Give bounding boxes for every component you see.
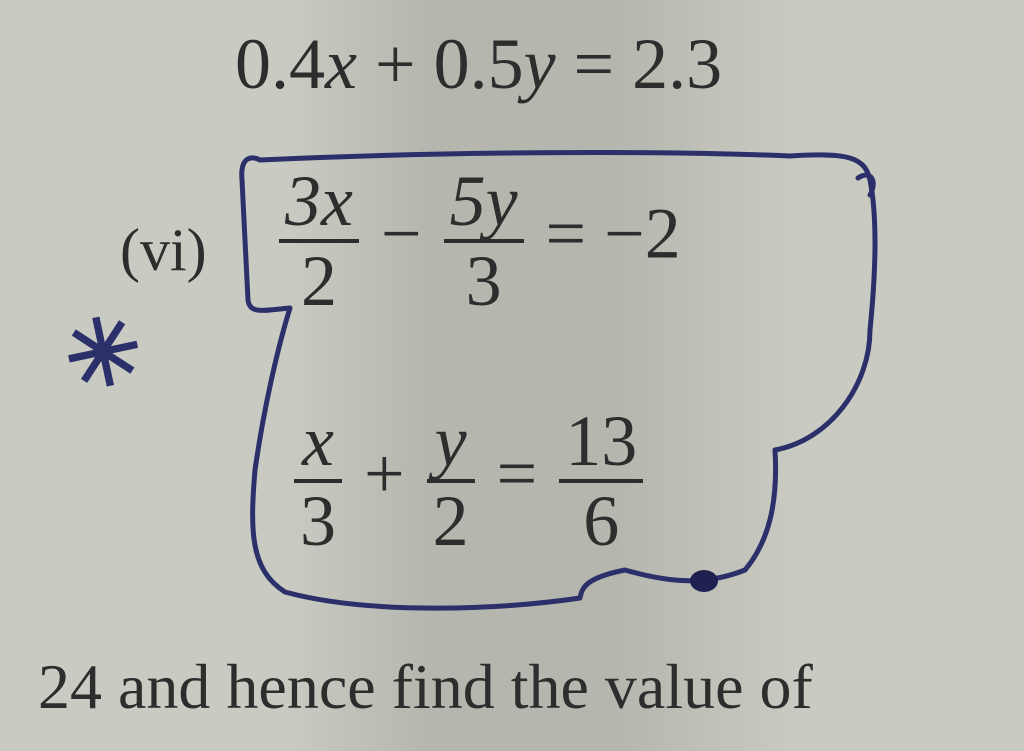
footer-lead: 24 (38, 651, 102, 722)
fracb3-den: 6 (559, 479, 643, 557)
fracb3-num: 13 (559, 405, 643, 479)
frac-y-over-2: y 2 (427, 405, 475, 557)
problem-label-vi: (vi) (120, 220, 207, 280)
frac2-num: 5y (450, 161, 518, 241)
frac-3x-over-2: 3x 2 (279, 165, 359, 317)
footer-line: 24 and hence find the value of (38, 655, 813, 719)
frac-x-over-3: x 3 (294, 405, 342, 557)
coef-b: 0.5 (434, 24, 524, 104)
vi-text: (vi) (120, 217, 207, 283)
frac1-den: 2 (279, 239, 359, 317)
fracb2-den: 2 (427, 479, 475, 557)
rhs-mid: 2 (645, 194, 681, 274)
fracb1-den: 3 (294, 479, 342, 557)
op-plus: + (357, 24, 434, 104)
equation-bot: x 3 + y 2 = 13 6 (290, 405, 647, 557)
page-root: 0.4x + 0.5y = 2.3 (vi) ✳ 3x 2 − 5y 3 = −… (0, 0, 1024, 751)
var-x: x (325, 24, 357, 104)
footer-rest: and hence find the value of (102, 651, 813, 722)
fracb2-num: y (427, 405, 475, 479)
op-eq-mid: = (528, 194, 605, 274)
frac-5y-over-3: 5y 3 (444, 165, 524, 317)
op-minus: − (363, 194, 440, 274)
op-plus-bot: + (346, 434, 423, 514)
equation-top: 0.4x + 0.5y = 2.3 (235, 28, 722, 100)
frac2-den: 3 (444, 239, 524, 317)
coef-a: 0.4 (235, 24, 325, 104)
neg-sign: − (604, 194, 645, 274)
var-y: y (524, 24, 556, 104)
op-eq-bot: = (479, 434, 556, 514)
fracb1-num: x (294, 405, 342, 479)
equation-mid: 3x 2 − 5y 3 = −2 (275, 165, 681, 317)
paper-background (0, 0, 1024, 751)
ink-blob (690, 570, 718, 592)
frac1-num: 3x (285, 161, 353, 241)
frac-13-over-6: 13 6 (559, 405, 643, 557)
op-eq: = (556, 24, 633, 104)
rhs-top: 2.3 (632, 24, 722, 104)
